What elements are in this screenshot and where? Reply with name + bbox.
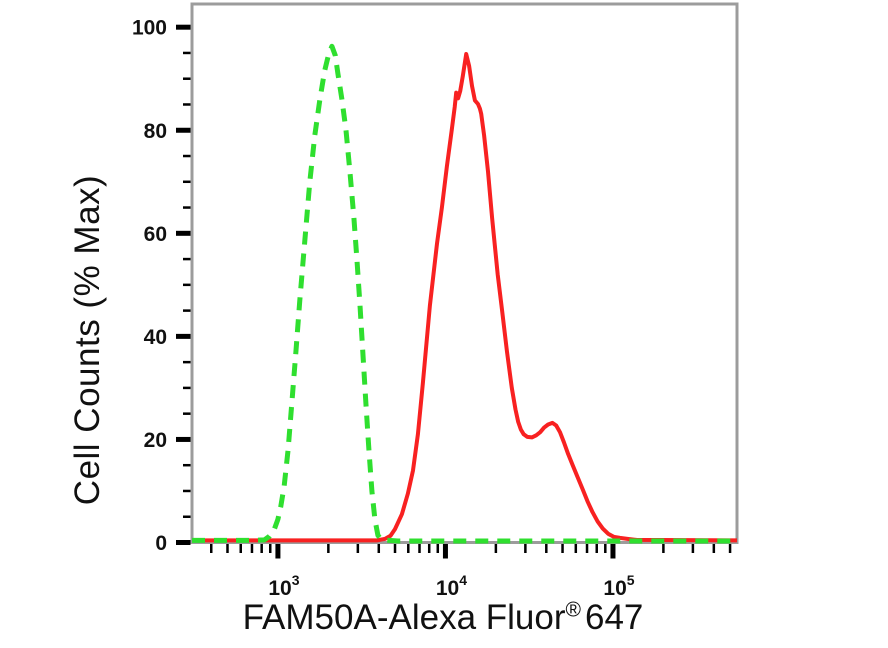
registered-trademark-symbol: ® — [565, 598, 581, 622]
x-axis-ticks: 103 104 105 — [210, 544, 732, 600]
x-tick-label: 103 — [268, 572, 299, 600]
series-red_solid — [192, 52, 738, 543]
y-tick-label: 0 — [155, 532, 167, 555]
y-axis-ticks: 0 20 40 60 80 100 — [132, 17, 191, 555]
y-tick-label: 40 — [144, 326, 167, 349]
x-axis-title: FAM50A-Alexa Fluor® 647 — [243, 598, 644, 638]
x-tick-label: 104 — [436, 572, 467, 600]
y-tick-label: 60 — [144, 223, 167, 246]
y-tick-label: 100 — [132, 17, 167, 40]
x-tick-label: 105 — [603, 572, 634, 600]
plot-frame — [190, 2, 739, 544]
y-axis-title: Cell Counts (% Max) — [68, 175, 108, 505]
y-tick-label: 20 — [144, 429, 167, 452]
y-axis-title-text: Cell Counts (% Max) — [68, 174, 107, 506]
x-axis-title-suffix: 647 — [584, 598, 644, 637]
y-tick-label: 80 — [144, 120, 167, 143]
x-axis-title-text: FAM50A-Alexa Fluor — [242, 598, 566, 637]
